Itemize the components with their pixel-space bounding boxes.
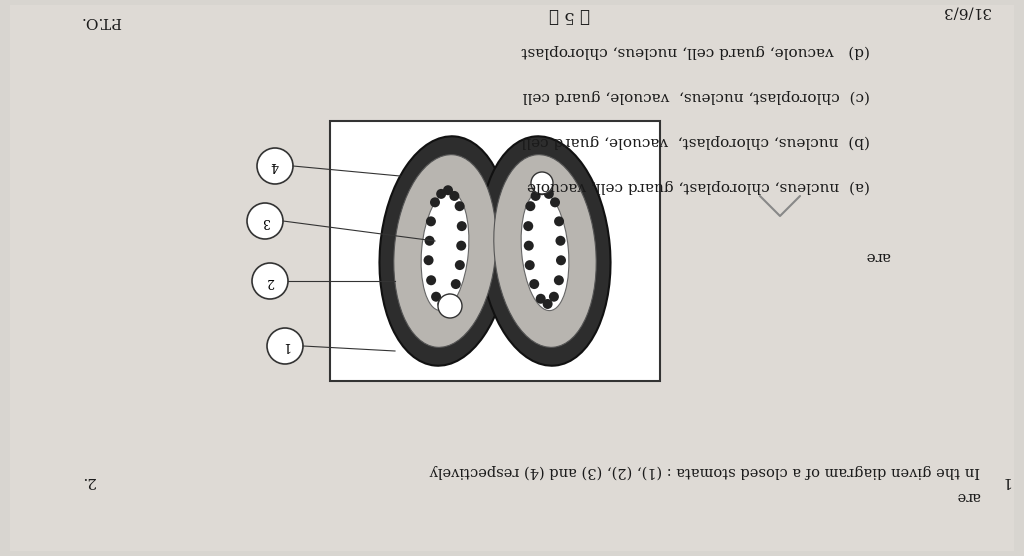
Text: ❖ 5 ❖: ❖ 5 ❖ (550, 7, 591, 24)
Ellipse shape (421, 191, 469, 311)
Text: 31/6/3: 31/6/3 (941, 4, 990, 18)
Circle shape (457, 221, 467, 231)
Circle shape (554, 216, 564, 226)
Ellipse shape (494, 155, 596, 348)
Circle shape (450, 191, 460, 201)
Circle shape (425, 236, 434, 246)
Text: 2.: 2. (80, 474, 94, 488)
Text: (b)  nucleus, chloroplast,  vacuole, guard cell: (b) nucleus, chloroplast, vacuole, guard… (521, 134, 870, 148)
Text: 1: 1 (281, 340, 289, 353)
Circle shape (247, 203, 283, 239)
Text: (a)  nucleus, chloroplast, guard cell, vacuole: (a) nucleus, chloroplast, guard cell, va… (527, 179, 870, 193)
Text: 1: 1 (1000, 474, 1010, 488)
Circle shape (537, 185, 547, 195)
Circle shape (529, 279, 540, 289)
Circle shape (455, 201, 465, 211)
Ellipse shape (479, 136, 610, 366)
Text: are: are (955, 489, 980, 503)
Circle shape (267, 328, 303, 364)
Circle shape (436, 189, 446, 199)
Circle shape (437, 299, 447, 309)
Text: P.T.O.: P.T.O. (80, 14, 121, 28)
Ellipse shape (521, 191, 569, 311)
Circle shape (554, 275, 564, 285)
Circle shape (530, 191, 541, 201)
Circle shape (444, 294, 455, 304)
Circle shape (252, 263, 288, 299)
Text: (d)   vacuole, guard cell, nucleus, chloroplast: (d) vacuole, guard cell, nucleus, chloro… (521, 44, 870, 58)
Text: 4: 4 (271, 160, 279, 172)
Circle shape (549, 292, 559, 302)
Circle shape (443, 185, 453, 195)
Circle shape (455, 260, 465, 270)
Text: (c)  chloroplast, nucleus,  vacuole, guard cell: (c) chloroplast, nucleus, vacuole, guard… (522, 89, 870, 103)
Circle shape (544, 189, 554, 199)
Circle shape (451, 279, 461, 289)
Circle shape (524, 260, 535, 270)
Circle shape (536, 294, 546, 304)
Text: 3: 3 (261, 215, 269, 227)
Circle shape (426, 275, 436, 285)
Circle shape (531, 172, 553, 194)
Text: are: are (864, 249, 890, 263)
Ellipse shape (380, 136, 511, 366)
Circle shape (438, 294, 462, 318)
Text: 2: 2 (266, 275, 274, 287)
Text: In the given diagram of a closed stomata : (1), (2), (3) and (4) respectively: In the given diagram of a closed stomata… (430, 464, 980, 478)
Circle shape (430, 197, 440, 207)
Circle shape (523, 221, 534, 231)
Ellipse shape (394, 155, 497, 348)
Circle shape (426, 216, 436, 226)
Circle shape (525, 201, 536, 211)
Circle shape (556, 255, 566, 265)
Circle shape (257, 148, 293, 184)
Circle shape (424, 255, 433, 265)
Circle shape (523, 241, 534, 251)
Circle shape (543, 299, 553, 309)
Bar (330, 121, 660, 381)
Circle shape (431, 292, 441, 302)
Circle shape (457, 241, 466, 251)
Circle shape (550, 197, 560, 207)
Circle shape (555, 236, 565, 246)
